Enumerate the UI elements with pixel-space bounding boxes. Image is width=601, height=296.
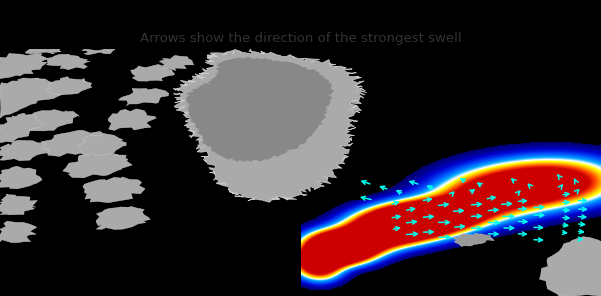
Polygon shape [46, 77, 92, 95]
Polygon shape [108, 109, 156, 131]
Polygon shape [18, 110, 79, 133]
Polygon shape [0, 140, 50, 161]
Polygon shape [0, 221, 36, 243]
Polygon shape [40, 130, 108, 156]
Polygon shape [118, 89, 169, 106]
Polygon shape [0, 78, 69, 118]
Polygon shape [96, 207, 150, 229]
Polygon shape [0, 194, 37, 215]
Polygon shape [186, 57, 334, 162]
Text: Arrows show the direction of the strongest swell: Arrows show the direction of the stronge… [139, 32, 462, 45]
Polygon shape [0, 166, 42, 189]
Polygon shape [82, 48, 115, 55]
Polygon shape [454, 233, 494, 247]
Polygon shape [78, 133, 126, 156]
Polygon shape [0, 53, 48, 78]
Polygon shape [540, 237, 601, 296]
Polygon shape [0, 113, 43, 143]
Polygon shape [63, 152, 132, 178]
Text: Max Wave energy on Thursday 23 Jan at 3am -03: Max Wave energy on Thursday 23 Jan at 3a… [53, 7, 548, 25]
Polygon shape [26, 48, 61, 54]
Polygon shape [173, 49, 367, 202]
Polygon shape [46, 54, 90, 70]
Polygon shape [159, 55, 194, 70]
Polygon shape [83, 177, 145, 203]
Polygon shape [130, 65, 174, 81]
